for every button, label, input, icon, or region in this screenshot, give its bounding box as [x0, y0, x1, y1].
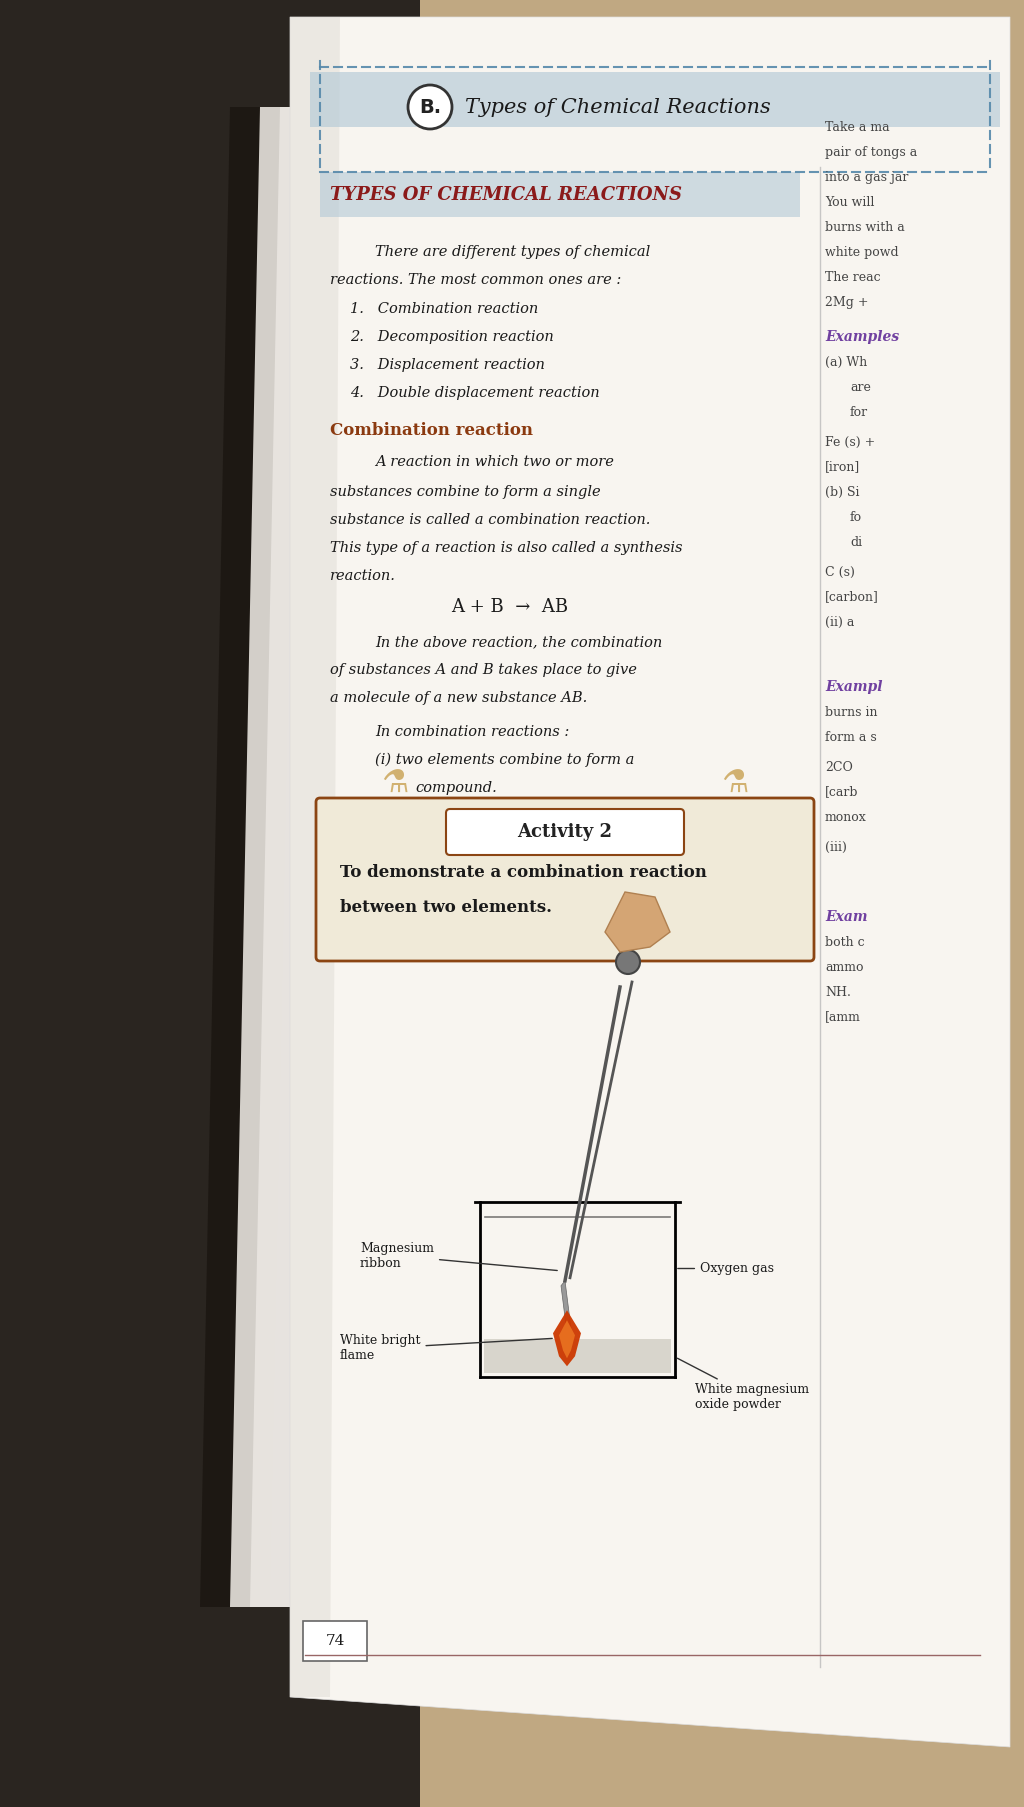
- Text: To demonstrate a combination reaction: To demonstrate a combination reaction: [340, 864, 707, 880]
- Text: di: di: [850, 535, 862, 549]
- Text: A + B  →  AB: A + B → AB: [452, 598, 568, 616]
- Text: for: for: [850, 405, 868, 419]
- Text: fo: fo: [850, 511, 862, 524]
- FancyBboxPatch shape: [310, 72, 1000, 126]
- Polygon shape: [553, 1310, 581, 1366]
- Text: (iii): (iii): [825, 840, 847, 853]
- Text: In the above reaction, the combination: In the above reaction, the combination: [375, 634, 663, 649]
- Polygon shape: [230, 107, 319, 1606]
- Text: burns with a: burns with a: [825, 220, 905, 233]
- FancyBboxPatch shape: [319, 172, 800, 217]
- Text: form a s: form a s: [825, 730, 877, 743]
- Text: monox: monox: [825, 811, 866, 824]
- Text: Examples: Examples: [825, 331, 899, 343]
- Text: ammo: ammo: [825, 961, 863, 974]
- Text: White magnesium
oxide powder: White magnesium oxide powder: [678, 1359, 809, 1411]
- Text: a molecule of a new substance AB.: a molecule of a new substance AB.: [330, 690, 587, 705]
- Text: of substances A and B takes place to give: of substances A and B takes place to giv…: [330, 663, 637, 678]
- Text: There are different types of chemical: There are different types of chemical: [375, 246, 650, 258]
- Text: In combination reactions :: In combination reactions :: [375, 725, 569, 739]
- Circle shape: [408, 85, 452, 128]
- Text: both c: both c: [825, 936, 864, 949]
- Polygon shape: [559, 1321, 575, 1359]
- Polygon shape: [605, 893, 670, 952]
- Text: ⚗: ⚗: [721, 770, 749, 799]
- Text: Exam: Exam: [825, 911, 867, 923]
- Text: [iron]: [iron]: [825, 461, 860, 473]
- Text: burns in: burns in: [825, 705, 878, 719]
- Polygon shape: [0, 0, 420, 1807]
- Text: (a) Wh: (a) Wh: [825, 356, 867, 369]
- Text: Magnesium
ribbon: Magnesium ribbon: [360, 1241, 557, 1270]
- Polygon shape: [290, 16, 1010, 1747]
- Text: [carb: [carb: [825, 786, 858, 799]
- Text: Combination reaction: Combination reaction: [330, 421, 534, 439]
- Polygon shape: [561, 1281, 571, 1334]
- Text: reaction.: reaction.: [330, 569, 396, 584]
- Polygon shape: [290, 16, 340, 1697]
- Text: (b) Si: (b) Si: [825, 486, 859, 499]
- Text: compound.: compound.: [415, 781, 497, 795]
- Text: 3.   Displacement reaction: 3. Displacement reaction: [350, 358, 545, 372]
- Text: 74: 74: [326, 1634, 345, 1648]
- Text: NH.: NH.: [825, 985, 851, 999]
- Text: (ii) a: (ii) a: [825, 616, 854, 629]
- Text: You will: You will: [825, 195, 874, 208]
- Text: 2.   Decomposition reaction: 2. Decomposition reaction: [350, 331, 554, 343]
- Text: substances combine to form a single: substances combine to form a single: [330, 484, 601, 499]
- Text: reactions. The most common ones are :: reactions. The most common ones are :: [330, 273, 622, 287]
- Text: C (s): C (s): [825, 566, 855, 578]
- Text: substance is called a combination reaction.: substance is called a combination reacti…: [330, 513, 650, 528]
- Text: Exampl: Exampl: [825, 679, 883, 694]
- Text: ⚗: ⚗: [381, 770, 409, 799]
- Text: 2Mg +: 2Mg +: [825, 296, 868, 309]
- Polygon shape: [484, 1339, 671, 1373]
- Text: White bright
flame: White bright flame: [340, 1334, 552, 1362]
- Text: The reac: The reac: [825, 271, 881, 284]
- Text: are: are: [850, 381, 870, 394]
- Text: 2CO: 2CO: [825, 761, 853, 773]
- Text: Fe (s) +: Fe (s) +: [825, 435, 876, 448]
- FancyBboxPatch shape: [446, 810, 684, 855]
- Polygon shape: [250, 107, 330, 1606]
- FancyBboxPatch shape: [316, 799, 814, 961]
- Text: white powd: white powd: [825, 246, 899, 258]
- Text: between two elements.: between two elements.: [340, 898, 552, 916]
- FancyBboxPatch shape: [303, 1621, 367, 1661]
- Text: 4.   Double displacement reaction: 4. Double displacement reaction: [350, 387, 600, 399]
- Text: TYPES OF CHEMICAL REACTIONS: TYPES OF CHEMICAL REACTIONS: [330, 186, 682, 204]
- Text: [amm: [amm: [825, 1010, 861, 1023]
- Text: A reaction in which two or more: A reaction in which two or more: [375, 455, 613, 470]
- Text: This type of a reaction is also called a synthesis: This type of a reaction is also called a…: [330, 540, 683, 555]
- Text: Activity 2: Activity 2: [517, 822, 612, 840]
- Text: pair of tongs a: pair of tongs a: [825, 146, 918, 159]
- Text: Oxygen gas: Oxygen gas: [678, 1261, 774, 1276]
- Polygon shape: [200, 107, 300, 1606]
- Text: (i) two elements combine to form a: (i) two elements combine to form a: [375, 754, 635, 768]
- Text: 1.   Combination reaction: 1. Combination reaction: [350, 302, 539, 316]
- Text: Take a ma: Take a ma: [825, 121, 890, 134]
- Polygon shape: [420, 0, 1024, 1807]
- Text: into a gas jar: into a gas jar: [825, 170, 908, 184]
- Circle shape: [616, 950, 640, 974]
- Text: [carbon]: [carbon]: [825, 591, 879, 604]
- Text: B.: B.: [419, 98, 441, 116]
- Text: Types of Chemical Reactions: Types of Chemical Reactions: [465, 98, 771, 116]
